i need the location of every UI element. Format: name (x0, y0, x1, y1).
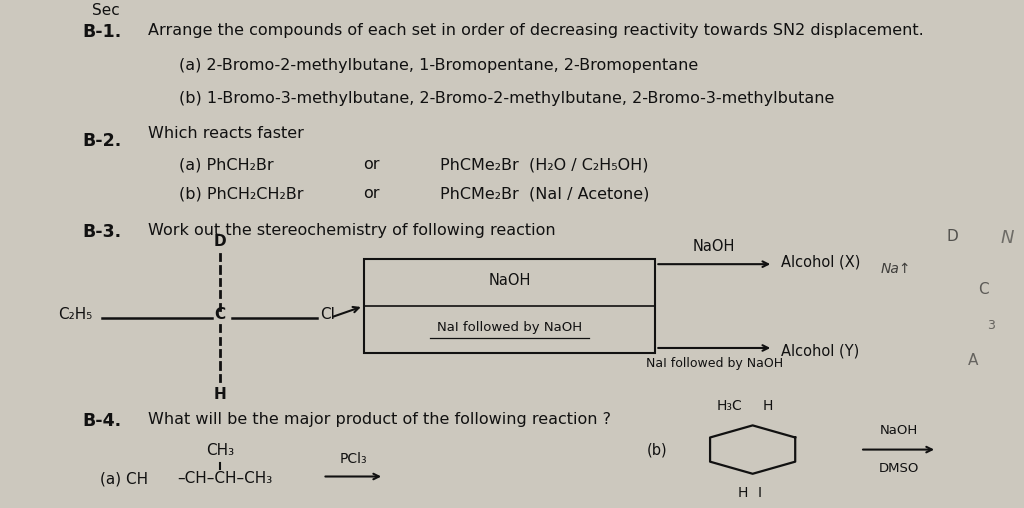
Text: Alcohol (X): Alcohol (X) (781, 254, 861, 269)
Text: (b): (b) (647, 442, 668, 457)
Text: or: or (364, 186, 380, 202)
Text: B-3.: B-3. (82, 223, 121, 240)
Text: D: D (946, 229, 958, 244)
Text: B-4.: B-4. (82, 412, 121, 430)
Text: H: H (737, 487, 748, 500)
Text: NaI followed by NaOH: NaI followed by NaOH (646, 357, 782, 370)
Text: Alcohol (Y): Alcohol (Y) (781, 343, 859, 358)
Text: PCl₃: PCl₃ (340, 452, 367, 466)
Text: –CH–CH–CH₃: –CH–CH–CH₃ (177, 471, 272, 487)
Text: D: D (214, 234, 226, 249)
Text: Work out the stereochemistry of following reaction: Work out the stereochemistry of followin… (148, 223, 556, 238)
Bar (364, 259, 655, 353)
Text: H₃C: H₃C (717, 399, 742, 412)
Text: NaI followed by NaOH: NaI followed by NaOH (437, 321, 582, 334)
Text: A: A (968, 353, 978, 368)
Text: PhCMe₂Br  (NaI / Acetone): PhCMe₂Br (NaI / Acetone) (440, 186, 649, 202)
Text: NaOH: NaOH (880, 424, 919, 437)
Text: C₂H₅: C₂H₅ (58, 307, 92, 323)
Text: Na↑: Na↑ (881, 262, 911, 276)
Text: Which reacts faster: Which reacts faster (148, 126, 304, 141)
Text: B-2.: B-2. (82, 132, 121, 150)
Text: NaOH: NaOH (693, 239, 735, 254)
Text: 3: 3 (987, 319, 995, 332)
Text: Arrange the compounds of each set in order of decreasing reactivity towards SΝ2 : Arrange the compounds of each set in ord… (148, 23, 925, 38)
Text: Cl: Cl (321, 307, 336, 323)
Text: or: or (364, 157, 380, 173)
Text: (a) PhCH₂Br: (a) PhCH₂Br (179, 157, 273, 173)
Text: CH₃: CH₃ (206, 443, 234, 458)
Text: C: C (215, 307, 225, 323)
Text: H: H (763, 399, 773, 412)
Text: DMSO: DMSO (879, 462, 920, 475)
Text: I: I (758, 487, 762, 500)
Text: C: C (978, 282, 988, 297)
Text: H: H (214, 387, 226, 402)
Text: (a) 2-Bromo-2-methylbutane, 1-Bromopentane, 2-Bromopentane: (a) 2-Bromo-2-methylbutane, 1-Bromopenta… (179, 58, 698, 74)
Text: B-1.: B-1. (82, 23, 121, 41)
Text: What will be the major product of the following reaction ?: What will be the major product of the fo… (148, 412, 611, 428)
Text: (b) 1-Bromo-3-methylbutane, 2-Bromo-2-methylbutane, 2-Bromo-3-methylbutane: (b) 1-Bromo-3-methylbutane, 2-Bromo-2-me… (179, 91, 835, 107)
Text: PhCMe₂Br  (H₂O / C₂H₅OH): PhCMe₂Br (H₂O / C₂H₅OH) (440, 157, 649, 173)
Text: (a) CH: (a) CH (100, 471, 148, 487)
Text: Sec: Sec (92, 3, 120, 18)
Text: (b) PhCH₂CH₂Br: (b) PhCH₂CH₂Br (179, 186, 304, 202)
Text: N: N (1000, 229, 1014, 246)
Text: NaOH: NaOH (488, 272, 530, 288)
